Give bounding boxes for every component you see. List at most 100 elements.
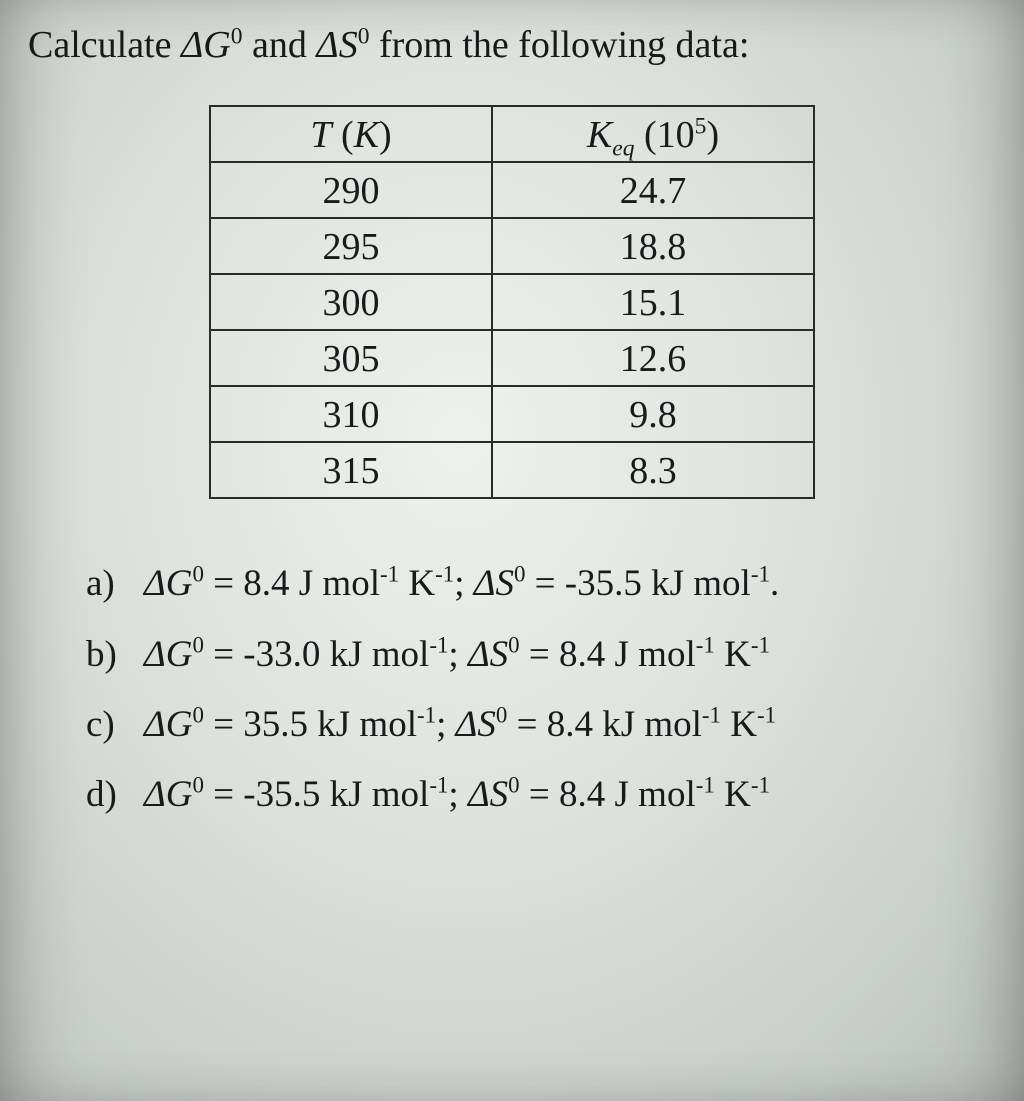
option-c: c) ΔG0 = 35.5 kJ mol-1; ΔS0 = 8.4 kJ mol… [86, 690, 996, 760]
option-d: d) ΔG0 = -35.5 kJ mol-1; ΔS0 = 8.4 J mol… [86, 760, 996, 830]
option-text: ΔG0 = -35.5 kJ mol-1; ΔS0 = 8.4 J mol-1 … [144, 760, 770, 830]
eq: = [204, 774, 243, 815]
dg-sym: ΔG [144, 704, 192, 745]
delta-s-symbol: ΔS [316, 24, 357, 66]
prompt-tail: from the following data: [369, 24, 749, 66]
t-unit-close: ) [379, 114, 392, 156]
cell-t: 300 [210, 274, 492, 330]
ds-u2-lead: K [721, 704, 757, 745]
sep: ; [436, 704, 456, 745]
ds-u2: -1 [757, 703, 776, 728]
sep: ; [448, 634, 468, 675]
cell-k: 18.8 [492, 218, 814, 274]
ds-sym: ΔS [456, 704, 496, 745]
delta-g-symbol: ΔG [181, 24, 231, 66]
cell-k: 24.7 [492, 162, 814, 218]
header-keq: Keq (105) [492, 106, 814, 162]
ds-sup: 0 [496, 703, 507, 728]
ds-u1: -1 [696, 632, 715, 657]
delta-g-sup: 0 [231, 23, 243, 49]
ds-u2-lead: K [715, 774, 751, 815]
cell-k: 12.6 [492, 330, 814, 386]
dg-u1: -1 [429, 773, 448, 798]
ds-u1: -1 [702, 703, 721, 728]
option-label: b) [86, 620, 128, 690]
ds-val: -35.5 kJ mol [565, 563, 751, 604]
k-exp: 5 [695, 114, 707, 140]
option-label: a) [86, 549, 128, 619]
dg-sup: 0 [192, 773, 203, 798]
prompt-lead: Calculate [28, 24, 181, 66]
option-a: a) ΔG0 = 8.4 J mol-1 K-1; ΔS0 = -35.5 kJ… [86, 549, 996, 619]
dg-val: 35.5 kJ mol [243, 704, 417, 745]
table-row: 3158.3 [210, 442, 814, 498]
ds-sup: 0 [508, 773, 519, 798]
ds-u1: -1 [696, 773, 715, 798]
ds-sym: ΔS [468, 634, 508, 675]
k-open: (10 [635, 114, 695, 156]
eq2: = [525, 563, 564, 604]
k-sub: eq [612, 136, 634, 162]
ds-u2-lead: K [715, 634, 751, 675]
end: . [770, 563, 779, 604]
eq: = [204, 634, 243, 675]
ds-u2: -1 [751, 773, 770, 798]
eq2: = [507, 704, 546, 745]
dg-sup: 0 [192, 703, 203, 728]
ds-u1: -1 [751, 562, 770, 587]
cell-t: 310 [210, 386, 492, 442]
dg-val: 8.4 J mol [243, 563, 380, 604]
option-text: ΔG0 = 35.5 kJ mol-1; ΔS0 = 8.4 kJ mol-1 … [144, 690, 776, 760]
t-unit-open: ( [331, 114, 353, 156]
answer-options: a) ΔG0 = 8.4 J mol-1 K-1; ΔS0 = -35.5 kJ… [28, 549, 996, 830]
t-unit: K [354, 114, 379, 156]
option-text: ΔG0 = -33.0 kJ mol-1; ΔS0 = 8.4 J mol-1 … [144, 620, 770, 690]
eq2: = [520, 774, 559, 815]
cell-t: 290 [210, 162, 492, 218]
table-header-row: T (K) Keq (105) [210, 106, 814, 162]
cell-t: 295 [210, 218, 492, 274]
eq2: = [520, 634, 559, 675]
dg-sup: 0 [192, 632, 203, 657]
dg-u2: -1 [435, 562, 454, 587]
dg-u2-lead: K [399, 563, 435, 604]
dg-sym: ΔG [144, 563, 192, 604]
prompt-mid: and [243, 24, 317, 66]
ds-u2: -1 [751, 632, 770, 657]
ds-val: 8.4 kJ mol [547, 704, 702, 745]
table-row: 3109.8 [210, 386, 814, 442]
dg-sym: ΔG [144, 774, 192, 815]
ds-val: 8.4 J mol [559, 634, 696, 675]
cell-k: 9.8 [492, 386, 814, 442]
ds-sup: 0 [514, 562, 525, 587]
k-var: K [587, 114, 612, 156]
option-label: c) [86, 690, 128, 760]
table-row: 30512.6 [210, 330, 814, 386]
table-row: 30015.1 [210, 274, 814, 330]
table-row: 29518.8 [210, 218, 814, 274]
dg-val: -33.0 kJ mol [243, 634, 429, 675]
ds-sym: ΔS [474, 563, 514, 604]
table-row: 29024.7 [210, 162, 814, 218]
ds-val: 8.4 J mol [559, 774, 696, 815]
dg-u1: -1 [380, 562, 399, 587]
page: Calculate ΔG0 and ΔS0 from the following… [0, 0, 1024, 1101]
cell-k: 15.1 [492, 274, 814, 330]
sep: ; [454, 563, 474, 604]
cell-t: 315 [210, 442, 492, 498]
ds-sym: ΔS [468, 774, 508, 815]
sep: ; [448, 774, 468, 815]
cell-t: 305 [210, 330, 492, 386]
t-var: T [310, 114, 331, 156]
data-table: T (K) Keq (105) 29024.7 29518.8 30015.1 … [209, 105, 815, 499]
question-prompt: Calculate ΔG0 and ΔS0 from the following… [28, 20, 996, 71]
option-text: ΔG0 = 8.4 J mol-1 K-1; ΔS0 = -35.5 kJ mo… [144, 549, 779, 619]
ds-sup: 0 [508, 632, 519, 657]
header-temperature: T (K) [210, 106, 492, 162]
dg-val: -35.5 kJ mol [243, 774, 429, 815]
option-label: d) [86, 760, 128, 830]
k-close: ) [706, 114, 719, 156]
delta-s-sup: 0 [358, 23, 370, 49]
dg-u1: -1 [417, 703, 436, 728]
dg-u1: -1 [429, 632, 448, 657]
